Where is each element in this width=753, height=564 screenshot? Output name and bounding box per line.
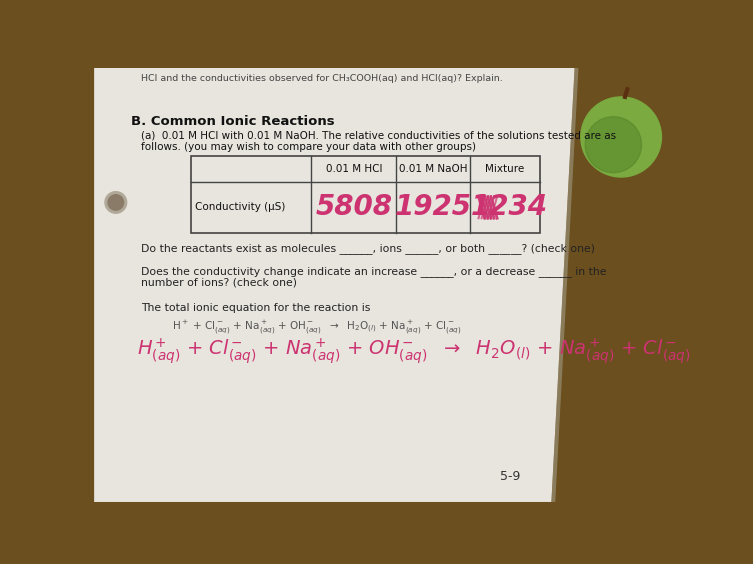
Text: Does the conductivity change indicate an increase ______, or a decrease ______ i: Does the conductivity change indicate an… (141, 266, 606, 277)
Text: follows. (you may wish to compare your data with other groups): follows. (you may wish to compare your d… (141, 142, 476, 152)
Polygon shape (94, 68, 575, 502)
Text: (a)  0.01 M HCI with 0.01 M NaOH. The relative conductivities of the solutions t: (a) 0.01 M HCI with 0.01 M NaOH. The rel… (141, 131, 616, 141)
Text: 0.01 M NaOH: 0.01 M NaOH (399, 164, 468, 174)
Text: number of ions? (check one): number of ions? (check one) (141, 277, 297, 287)
Circle shape (105, 192, 127, 213)
Text: The total ionic equation for the reaction is: The total ionic equation for the reactio… (141, 303, 370, 313)
Bar (191, 156, 540, 233)
Text: 0.01 M HCI: 0.01 M HCI (325, 164, 382, 174)
Text: B. Common Ionic Reactions: B. Common Ionic Reactions (130, 116, 334, 129)
Polygon shape (551, 68, 578, 502)
Text: Do the reactants exist as molecules ______, ions ______, or both ______? (check : Do the reactants exist as molecules ____… (141, 243, 595, 254)
Text: 1234: 1234 (471, 193, 548, 222)
Text: 5808: 5808 (316, 193, 392, 222)
Text: H$^+$ + Cl$^-_{(aq)}$ + Na$^+_{(aq)}$ + OH$^-_{(aq)}$  $\rightarrow$  H$_2$O$_{(: H$^+$ + Cl$^-_{(aq)}$ + Na$^+_{(aq)}$ + … (172, 318, 462, 336)
Circle shape (581, 97, 661, 177)
Text: H$^+_{(aq)}$ + Cl$^-_{(aq)}$ + Na$^+_{(aq)}$ + OH$^-_{(aq)}$  $\rightarrow$  H$_: H$^+_{(aq)}$ + Cl$^-_{(aq)}$ + Na$^+_{(a… (137, 336, 691, 365)
Circle shape (108, 195, 123, 210)
Text: Mixture: Mixture (485, 164, 525, 174)
Text: HCI and the conductivities observed for CH₃COOH(aq) and HCl(aq)? Explain.: HCI and the conductivities observed for … (141, 74, 502, 83)
Text: 1925: 1925 (395, 193, 471, 222)
Text: Conductivity (μS): Conductivity (μS) (195, 202, 285, 213)
Circle shape (585, 117, 642, 173)
Text: 5-9: 5-9 (500, 470, 520, 483)
